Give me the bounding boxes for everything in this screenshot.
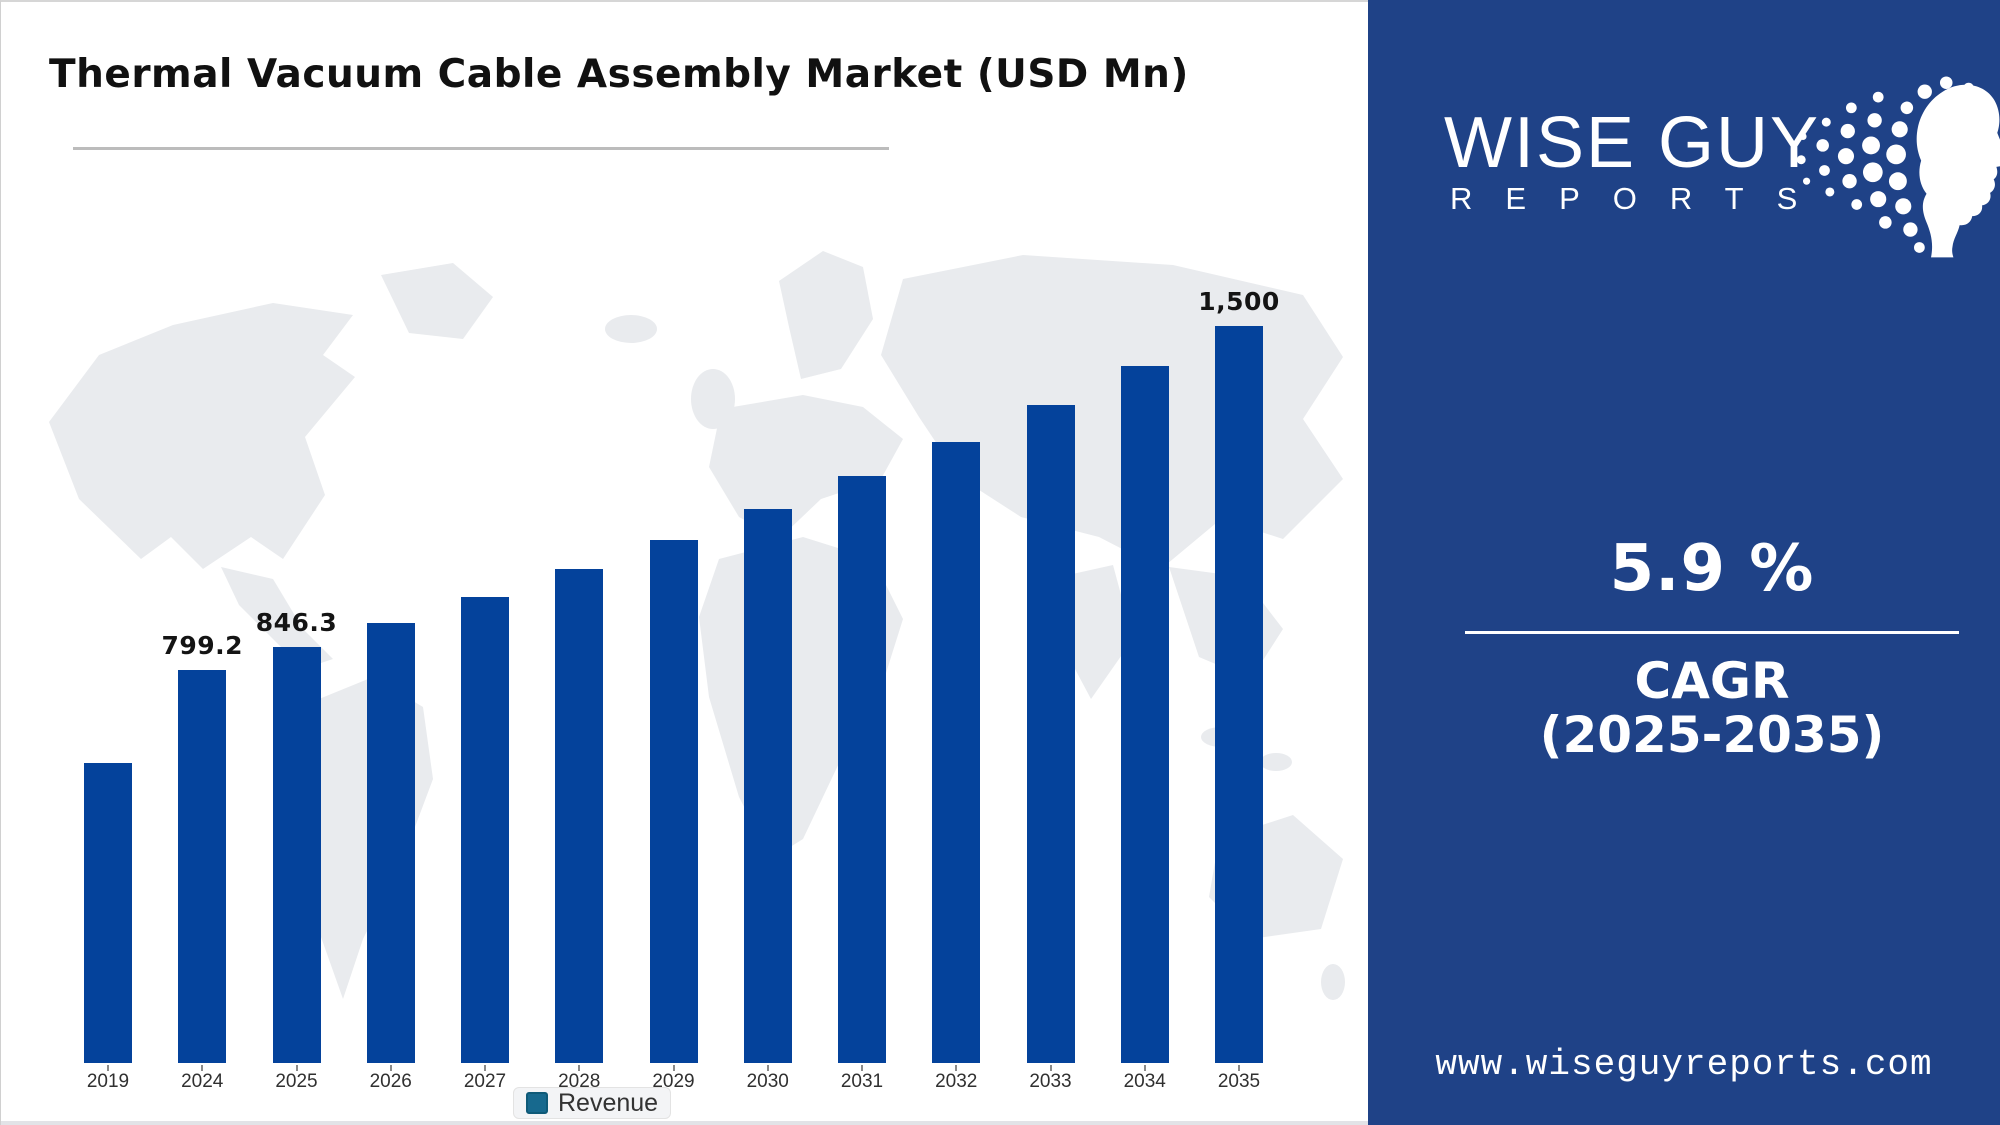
chart-bottom-scroll-strip	[1, 1121, 1369, 1125]
chart-area: Thermal Vacuum Cable Assembly Market (US…	[0, 0, 1369, 1125]
x-axis-tick	[1049, 1065, 1052, 1071]
x-axis-tick	[1143, 1065, 1146, 1071]
brand-panel: WISE GUY REPORTS	[1368, 0, 2000, 1125]
revenue-bar-2025[interactable]	[272, 647, 321, 1063]
x-axis-tick	[861, 1065, 863, 1071]
revenue-bar-2034[interactable]	[1120, 366, 1169, 1063]
bar-slot-2031: 2031	[814, 2, 910, 1125]
bar-slot-2030: 2030	[720, 2, 816, 1125]
bar-slot-2033: 2033	[1003, 2, 1099, 1125]
bar-slot-2032: 2032	[908, 2, 1004, 1125]
x-axis-tick	[484, 1065, 486, 1071]
revenue-bar-2033[interactable]	[1026, 405, 1075, 1063]
legend-swatch-icon	[526, 1092, 548, 1114]
x-axis-tick	[955, 1065, 958, 1071]
title-divider	[73, 147, 889, 150]
x-axis-tick	[1238, 1065, 1240, 1071]
revenue-bar-2032[interactable]	[932, 442, 981, 1063]
x-axis-label: 2024	[181, 1071, 224, 1092]
x-axis-label: 2027	[463, 1071, 507, 1092]
legend-item-revenue[interactable]: Revenue	[513, 1087, 672, 1119]
logo-wordmark: WISE GUY	[1444, 103, 1821, 183]
revenue-bar-2028[interactable]	[555, 569, 604, 1063]
bar-slot-2035: 1,500 2035	[1191, 2, 1287, 1125]
x-axis-tick	[578, 1065, 581, 1071]
bar-value-label: 846.3	[255, 608, 338, 637]
bar-slot-2034: 2034	[1097, 2, 1193, 1125]
cagr-period: (2025-2035)	[1539, 706, 1885, 764]
bar-slot-2029: 2029	[626, 2, 722, 1125]
bar-slot-2027: 2027	[437, 2, 533, 1125]
bar-value-label: 1,500	[1198, 287, 1280, 316]
logo-text: WISE GUY REPORTS	[1444, 72, 1830, 216]
website-url: www.wiseguyreports.com	[1435, 1044, 1933, 1085]
x-axis-label: 2030	[746, 1071, 789, 1092]
cagr-label: CAGR	[1634, 652, 1790, 710]
cagr-value: 5.9 %	[1609, 532, 1815, 606]
x-axis-label: 2025	[275, 1071, 318, 1092]
x-axis-tick	[201, 1065, 204, 1071]
bar-slot-2019: 2019	[60, 2, 156, 1125]
bar-slot-2025: 846.3 2025	[249, 2, 345, 1125]
x-axis-label: 2029	[652, 1071, 695, 1092]
bar-slot-2026: 2026	[343, 2, 439, 1125]
logo-subtitle: REPORTS	[1450, 181, 1831, 216]
chart-title: Thermal Vacuum Cable Assembly Market (US…	[49, 52, 1189, 97]
revenue-bar-2035[interactable]	[1215, 326, 1263, 1063]
x-axis-label: 2019	[86, 1071, 130, 1092]
x-axis-label: 2031	[840, 1071, 884, 1092]
legend-label: Revenue	[558, 1088, 659, 1117]
x-axis-label: 2032	[935, 1071, 978, 1092]
x-axis-tick	[672, 1065, 675, 1071]
bar-plot: 2019 799.2 2024 846.3 2025 2026 2027 2028 2029 20…	[1, 2, 1368, 1125]
x-axis-label: 2026	[369, 1071, 412, 1092]
bar-slot-2024: 799.2 2024	[154, 2, 250, 1125]
bar-value-label: 799.2	[161, 631, 244, 660]
x-axis-label: 2033	[1029, 1071, 1072, 1092]
x-axis-tick	[766, 1065, 769, 1071]
revenue-bar-2029[interactable]	[649, 540, 698, 1063]
x-axis-label: 2035	[1217, 1071, 1261, 1092]
wiseguy-logo: WISE GUY REPORTS	[1444, 72, 2000, 260]
x-axis-tick	[389, 1065, 392, 1071]
x-axis-label: 2034	[1123, 1071, 1166, 1092]
revenue-bar-2030[interactable]	[743, 509, 792, 1063]
revenue-bar-2031[interactable]	[838, 476, 886, 1063]
wiseguy-head-logo-icon	[1797, 76, 2000, 258]
x-axis-tick	[295, 1065, 298, 1071]
bar-slot-2028: 2028	[531, 2, 627, 1125]
x-axis-tick	[107, 1065, 109, 1071]
revenue-bar-2024[interactable]	[178, 670, 227, 1063]
revenue-bar-2027[interactable]	[461, 597, 509, 1063]
x-axis-label: 2028	[558, 1071, 601, 1092]
revenue-bar-2019[interactable]	[84, 763, 132, 1063]
revenue-bar-2026[interactable]	[366, 623, 415, 1063]
cagr-divider	[1465, 631, 1959, 634]
